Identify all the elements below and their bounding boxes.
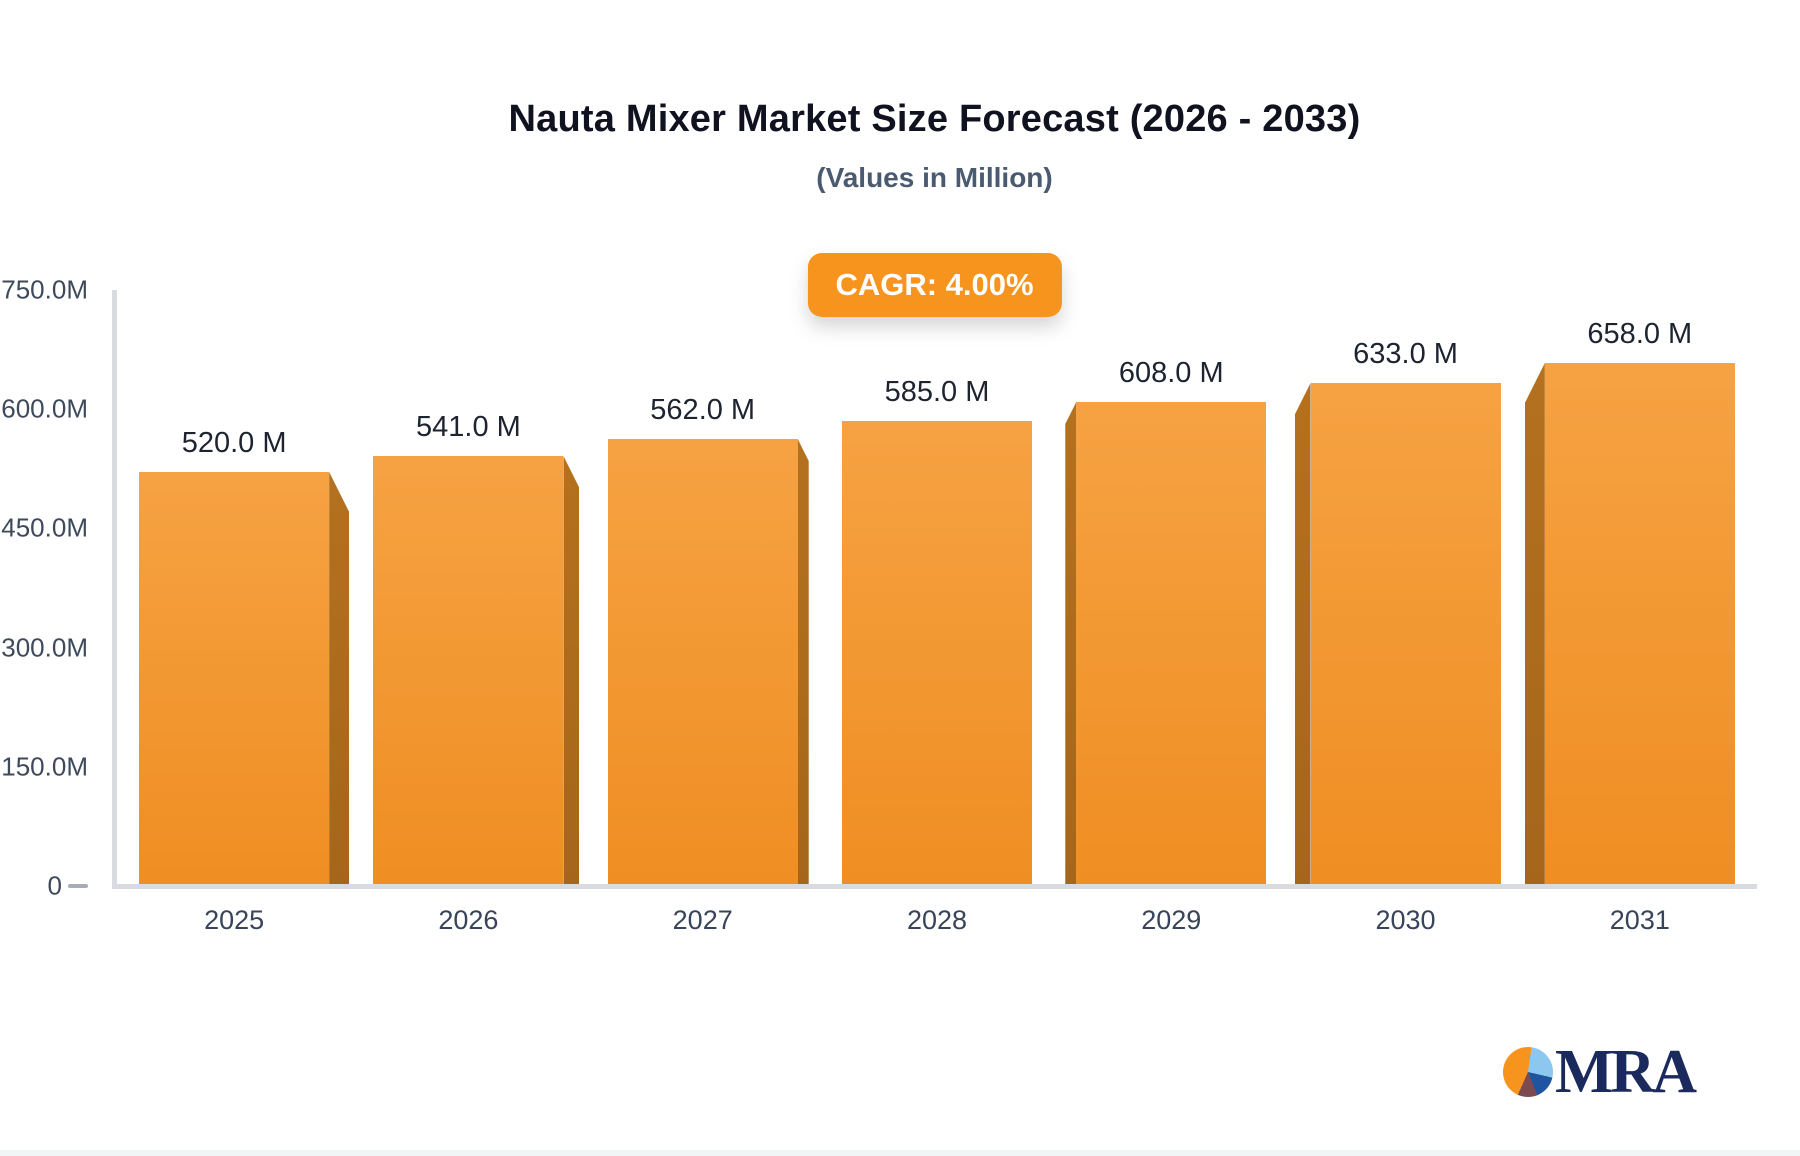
bar-face <box>1544 363 1735 884</box>
bar-2028: 585.0 M <box>841 376 1032 884</box>
y-axis-tick-label: 600.0M <box>1 393 88 424</box>
bar-value-label: 541.0 M <box>416 411 521 443</box>
pie-chart-icon <box>1503 1047 1553 1097</box>
bar-2031: 658.0 M <box>1524 318 1735 884</box>
bar-2030: 633.0 M <box>1294 338 1501 884</box>
y-axis-tick-label: 750.0M <box>1 274 88 305</box>
bar-value-label: 585.0 M <box>884 376 990 408</box>
bar-2029: 608.0 M <box>1065 357 1267 884</box>
x-axis-label: 2026 <box>438 905 499 935</box>
y-axis-tick-label: 0 <box>47 870 62 901</box>
y-axis-tick-label: 300.0M <box>1 632 88 663</box>
bottom-border <box>0 1150 1800 1156</box>
bar-slot-2028: 585.0 M 2028 <box>820 290 1054 935</box>
bar-slots: 520.0 M 2025 541.0 M 2026 562.0 M 2027 585.0 M… <box>117 290 1757 935</box>
chart-title: Nauta Mixer Market Size Forecast (2026 -… <box>508 98 1361 140</box>
x-axis-label: 2029 <box>1141 905 1202 935</box>
y-axis-tick-label: 150.0M <box>1 751 88 782</box>
bar-side-face <box>563 456 580 884</box>
mra-logo-text: MRA <box>1555 1038 1697 1106</box>
x-axis-line <box>112 884 1757 889</box>
bar-2025: 520.0 M <box>139 427 350 884</box>
bar-face <box>841 421 1032 884</box>
plot-area: 520.0 M 2025 541.0 M 2026 562.0 M 2027 585.0 M… <box>112 290 1757 935</box>
bar-face <box>607 439 798 884</box>
bar-side-face <box>797 439 809 884</box>
x-axis-label: 2028 <box>906 905 968 935</box>
bar-value-label: 562.0 M <box>650 394 756 426</box>
bar-side-face <box>1524 363 1545 884</box>
bar-side-face <box>1065 402 1077 884</box>
bar-slot-2025: 520.0 M 2025 <box>117 290 351 935</box>
bar-side-face <box>329 472 350 884</box>
bar-slot-2031: 658.0 M 2031 <box>1523 290 1757 935</box>
bar-value-label: 608.0 M <box>1118 357 1224 389</box>
bar-slot-2030: 633.0 M 2030 <box>1288 290 1522 935</box>
x-axis-label: 2027 <box>672 905 733 935</box>
bar-slot-2027: 562.0 M 2027 <box>586 290 820 935</box>
bar-value-label: 633.0 M <box>1353 338 1458 370</box>
bar-face <box>373 456 564 884</box>
y-axis-tick-labels: 750.0M 600.0M 450.0M 300.0M 150.0M 0 <box>0 275 90 901</box>
bar-face <box>139 472 330 884</box>
x-axis-label: 2030 <box>1375 905 1436 935</box>
bar-value-label: 520.0 M <box>181 427 287 459</box>
bar-face <box>1310 383 1501 884</box>
bar-value-label: 658.0 M <box>1587 318 1693 350</box>
y-axis-tick-label: 450.0M <box>1 512 88 543</box>
cagr-badge: CAGR: 4.00% <box>807 253 1062 317</box>
zero-tick-mark <box>68 884 88 888</box>
bar-slot-2029: 608.0 M 2029 <box>1054 290 1288 935</box>
bar-side-face <box>1294 383 1311 884</box>
bar-face <box>1076 402 1267 884</box>
mra-logo: MRA <box>1503 1038 1697 1106</box>
chart-subtitle: (Values in Million) <box>816 162 1053 193</box>
y-axis-line <box>112 290 117 889</box>
x-axis-label: 2031 <box>1609 905 1670 935</box>
bar-2026: 541.0 M <box>373 411 580 884</box>
bar-slot-2026: 541.0 M 2026 <box>351 290 585 935</box>
bar-2027: 562.0 M <box>607 394 809 884</box>
x-axis-label: 2025 <box>204 905 265 935</box>
